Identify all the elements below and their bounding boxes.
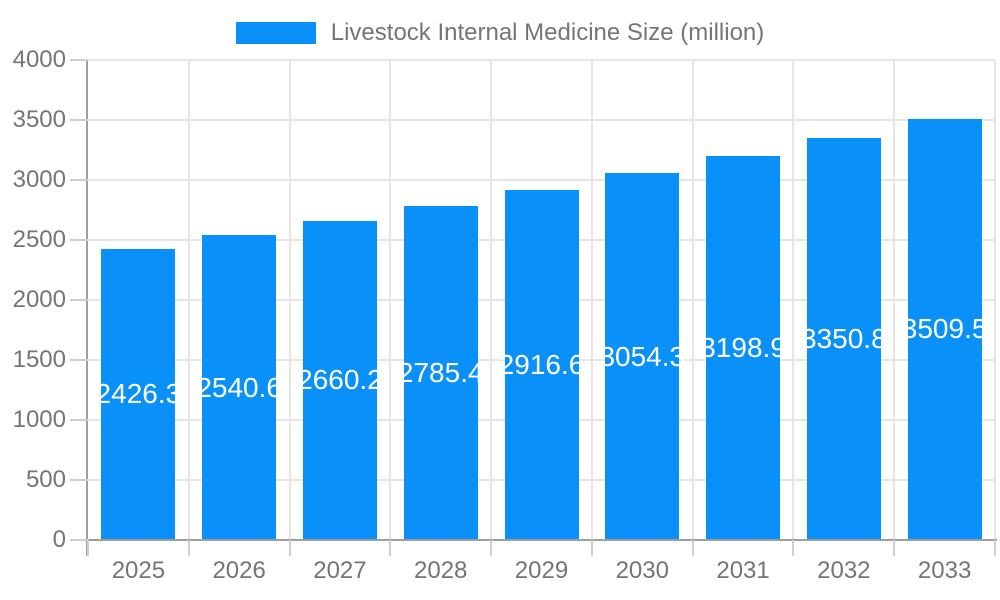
bar-value-label: 3350.8 [801,322,887,354]
x-axis-tick [87,540,89,556]
bar[interactable]: 3509.5 [902,118,987,540]
y-axis-tick-label: 3000 [12,166,66,193]
y-axis-tick [70,119,88,121]
x-axis-tick [187,540,190,556]
legend[interactable]: Livestock Internal Medicine Size (millio… [0,14,1000,52]
bar[interactable]: 2660.2 [297,220,383,540]
x-axis-tick [792,540,795,556]
gridline-vertical [288,60,291,540]
y-axis-tick [70,359,88,361]
bar[interactable]: 3350.8 [801,137,887,540]
y-axis-tick [70,299,88,301]
x-axis-tick [590,540,593,556]
bar-value-label: 2785.4 [397,356,484,388]
x-axis-tick-label: 2032 [817,557,871,584]
y-axis-tick [70,59,88,61]
gridline-vertical [389,60,392,540]
bar-value-label: 3509.5 [901,313,988,345]
y-axis-tick [70,179,88,181]
gridline-vertical [792,60,795,540]
bar-value-label: 2540.6 [196,371,282,403]
x-axis-tick-label: 2031 [716,557,770,584]
x-axis-tick-label: 2026 [212,557,266,584]
bar[interactable]: 2426.3 [96,248,181,540]
x-axis-tick-label: 2028 [414,557,468,584]
bar-value-label: 2660.2 [297,364,383,396]
gridline-vertical [691,60,694,540]
bar[interactable]: 3054.3 [599,173,685,540]
bar[interactable]: 2785.4 [398,205,484,540]
gridline-vertical [590,60,593,540]
plot-area: 2426.3 2540.6 2660.2 2785.4 2916.6 3054.3 3198… [88,59,996,540]
gridline-horizontal [88,59,995,61]
x-axis-tick [691,540,694,556]
y-axis-tick [70,419,88,421]
y-axis-tick [70,539,88,541]
gridline-horizontal [88,119,995,121]
x-axis-tick [389,540,392,556]
y-axis-tick-label: 1500 [12,346,66,373]
x-axis-tick-label: 2030 [615,557,669,584]
bar[interactable]: 2540.6 [196,235,282,540]
bar-value-label: 2426.3 [95,378,182,410]
gridline-vertical [187,60,190,540]
bar-value-label: 3198.9 [700,332,786,364]
y-axis-tick [70,479,88,481]
y-axis-tick-label: 1000 [12,406,66,433]
x-axis-tick-label: 2027 [313,557,367,584]
bar-value-label: 2916.6 [498,348,585,380]
x-axis-tick-label: 2029 [514,557,569,584]
legend-label: Livestock Internal Medicine Size (millio… [330,19,765,46]
x-axis-tick [490,540,493,556]
legend-swatch [235,22,316,44]
x-axis-tick-label: 2025 [111,557,166,584]
y-axis-line [86,60,88,556]
bar[interactable]: 3198.9 [700,156,786,540]
y-axis-tick-label: 0 [52,526,66,553]
bar-value-label: 3054.3 [599,340,686,372]
gridline-vertical [893,60,896,540]
y-axis-tick-label: 500 [25,466,66,493]
gridline-vertical [490,60,493,540]
y-axis-tick-label: 3500 [12,106,66,133]
bar[interactable]: 2916.6 [499,190,584,540]
gridline-horizontal [88,179,995,181]
gridline-vertical [994,60,996,540]
y-axis-tick-label: 2500 [12,226,66,253]
x-axis-line [70,539,997,541]
x-axis-tick [288,540,291,556]
x-axis-tick [893,540,896,556]
x-axis-tick-label: 2033 [917,557,972,584]
y-axis-tick-label: 4000 [12,46,66,73]
y-axis-tick [70,239,88,241]
x-axis-tick [994,540,996,556]
y-axis-tick-label: 2000 [12,286,66,313]
